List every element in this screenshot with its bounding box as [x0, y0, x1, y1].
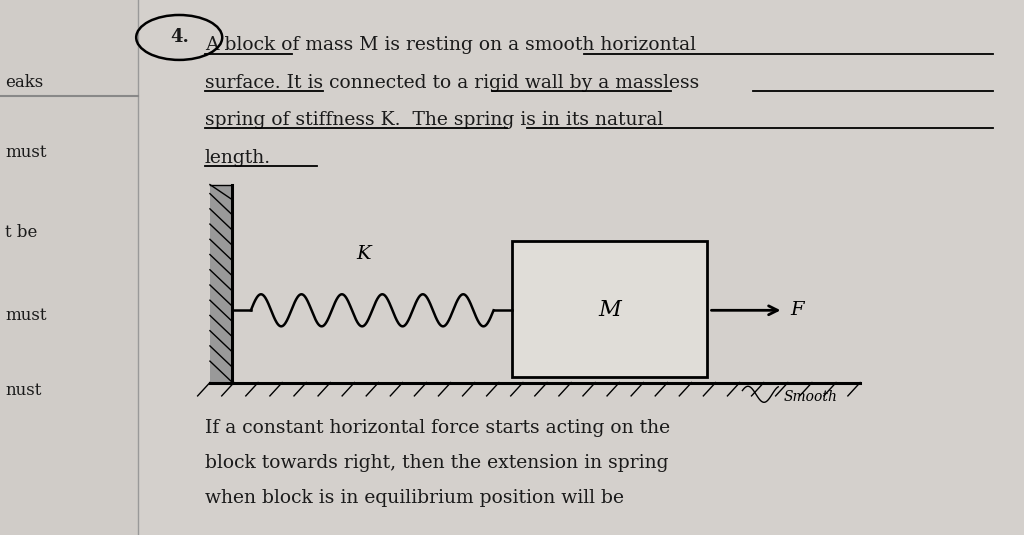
Text: must: must	[5, 307, 47, 324]
Text: nust: nust	[5, 382, 42, 399]
Text: when block is in equilibrium position will be: when block is in equilibrium position wi…	[205, 488, 624, 507]
Text: F: F	[791, 301, 804, 319]
Bar	[0, 0, 138, 535]
Text: eaks: eaks	[5, 74, 43, 91]
Text: spring of stiffness K.  The spring is in its natural: spring of stiffness K. The spring is in …	[205, 111, 664, 129]
Text: K: K	[356, 245, 371, 263]
Text: Smooth: Smooth	[783, 390, 838, 404]
Text: M: M	[598, 299, 621, 322]
Text: block towards right, then the extension in spring: block towards right, then the extension …	[205, 454, 669, 472]
Text: surface. It is connected to a rigid wall by a massless: surface. It is connected to a rigid wall…	[205, 74, 699, 92]
Text: 4.: 4.	[170, 28, 188, 47]
Bar	[512, 241, 707, 377]
Text: length.: length.	[205, 149, 271, 167]
Text: A block of mass M is resting on a smooth horizontal: A block of mass M is resting on a smooth…	[205, 36, 695, 55]
Text: t be: t be	[5, 224, 38, 241]
Bar	[210, 185, 232, 383]
Text: If a constant horizontal force starts acting on the: If a constant horizontal force starts ac…	[205, 419, 670, 437]
Text: must: must	[5, 144, 47, 161]
